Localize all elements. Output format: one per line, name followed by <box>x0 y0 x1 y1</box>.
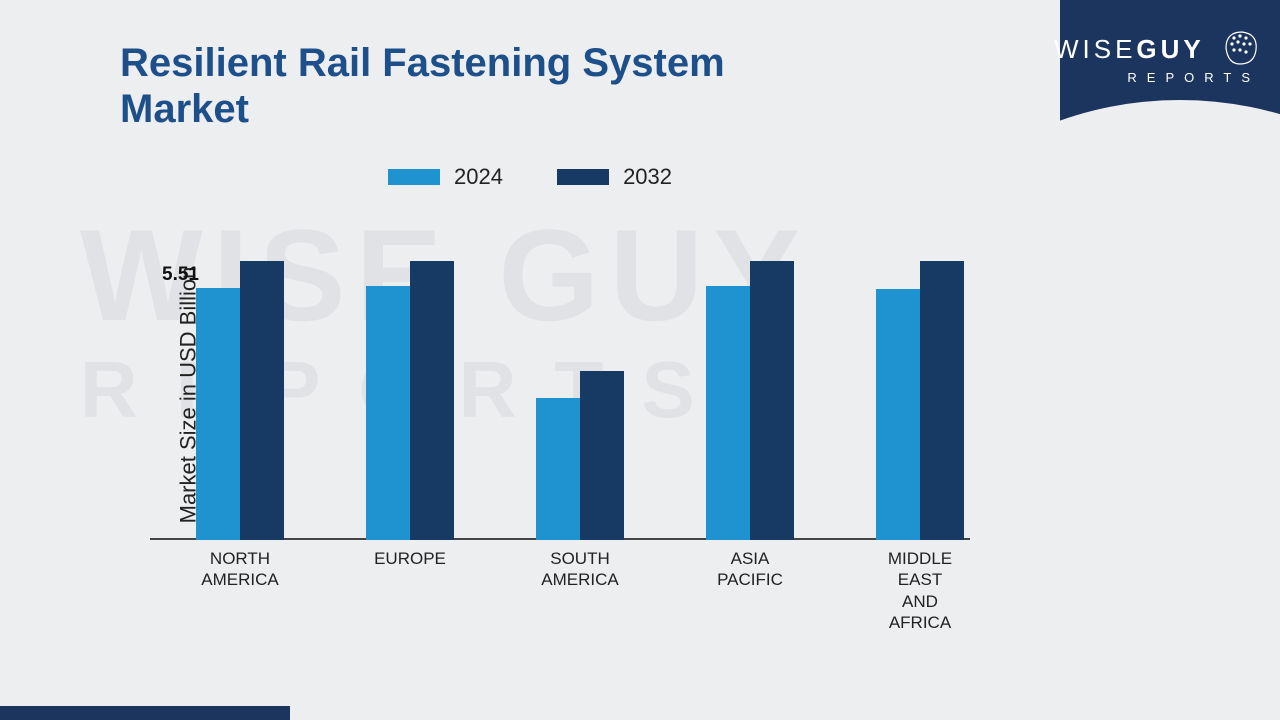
brand-word-2: GUY <box>1136 34 1204 64</box>
legend-label-2024: 2024 <box>454 164 503 190</box>
legend-item-2032: 2032 <box>557 164 672 190</box>
chart-card: WISEGUY REPORTS WISE GUY REPORTS Resilie… <box>0 0 1280 720</box>
legend-label-2032: 2032 <box>623 164 672 190</box>
x-tick-label: EUROPE <box>340 540 480 569</box>
bar-2032 <box>580 371 624 540</box>
bar-2024 <box>876 289 920 540</box>
legend-swatch-2024 <box>388 169 440 185</box>
bar-2024 <box>366 286 410 540</box>
brand-logo: WISEGUY REPORTS <box>1054 28 1260 85</box>
chart-area: Market Size in USD Billion 2024 2032 NOR… <box>70 160 990 630</box>
brand-word-1: WISE <box>1054 34 1136 64</box>
chart-title: Resilient Rail Fastening System Market <box>120 40 820 132</box>
bar-2032 <box>240 261 284 540</box>
bar-value-label: 5.51 <box>162 264 199 286</box>
x-tick-label: NORTH AMERICA <box>170 540 310 591</box>
brand-head-icon <box>1220 28 1260 68</box>
legend-item-2024: 2024 <box>388 164 503 190</box>
bottom-accent-bar <box>0 706 290 720</box>
bar-2032 <box>920 261 964 540</box>
x-tick-label: MIDDLE EAST AND AFRICA <box>850 540 990 633</box>
bar-2024 <box>536 398 580 540</box>
plot-region: NORTH AMERICAEUROPESOUTH AMERICAASIA PAC… <box>150 220 970 540</box>
bar-2024 <box>706 286 750 540</box>
bar-2032 <box>750 261 794 540</box>
bar-2024 <box>196 288 240 540</box>
legend: 2024 2032 <box>70 164 990 191</box>
brand-subtitle: REPORTS <box>1054 70 1260 85</box>
legend-swatch-2032 <box>557 169 609 185</box>
bar-2032 <box>410 261 454 540</box>
x-tick-label: ASIA PACIFIC <box>680 540 820 591</box>
x-tick-label: SOUTH AMERICA <box>510 540 650 591</box>
